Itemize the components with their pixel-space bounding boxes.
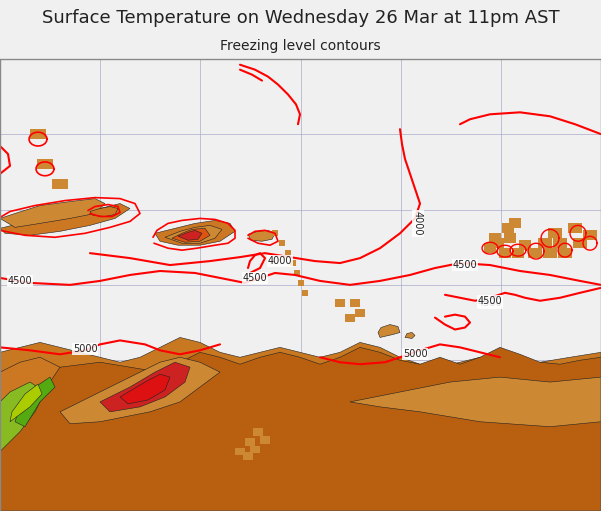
Polygon shape bbox=[489, 234, 501, 243]
Text: Surface Temperature on Wednesday 26 Mar at 11pm AST: Surface Temperature on Wednesday 26 Mar … bbox=[41, 9, 560, 27]
Polygon shape bbox=[378, 324, 400, 337]
Polygon shape bbox=[553, 238, 567, 248]
Polygon shape bbox=[499, 248, 511, 258]
Polygon shape bbox=[0, 382, 45, 452]
Polygon shape bbox=[350, 377, 601, 427]
Polygon shape bbox=[504, 234, 516, 243]
Polygon shape bbox=[245, 437, 255, 446]
Polygon shape bbox=[0, 199, 105, 227]
Polygon shape bbox=[492, 238, 504, 248]
Text: 4500: 4500 bbox=[8, 276, 32, 286]
Text: 4500: 4500 bbox=[243, 273, 267, 283]
Polygon shape bbox=[294, 270, 300, 276]
Polygon shape bbox=[279, 240, 285, 246]
Text: 4000: 4000 bbox=[268, 256, 292, 266]
Polygon shape bbox=[248, 230, 275, 241]
Polygon shape bbox=[290, 260, 296, 266]
Polygon shape bbox=[538, 238, 552, 248]
Polygon shape bbox=[548, 228, 562, 238]
Polygon shape bbox=[15, 377, 55, 427]
Polygon shape bbox=[335, 299, 345, 307]
Polygon shape bbox=[519, 240, 531, 250]
Text: 5000: 5000 bbox=[403, 350, 427, 359]
Polygon shape bbox=[172, 228, 210, 242]
Polygon shape bbox=[90, 206, 118, 217]
Polygon shape bbox=[509, 218, 521, 228]
Polygon shape bbox=[302, 290, 308, 296]
Polygon shape bbox=[573, 238, 587, 248]
Polygon shape bbox=[355, 309, 365, 317]
Polygon shape bbox=[60, 357, 220, 424]
Polygon shape bbox=[558, 248, 572, 258]
Polygon shape bbox=[30, 129, 46, 139]
Polygon shape bbox=[502, 223, 514, 234]
Polygon shape bbox=[350, 299, 360, 307]
Polygon shape bbox=[543, 248, 557, 258]
Polygon shape bbox=[528, 248, 542, 258]
Polygon shape bbox=[0, 203, 130, 235]
Polygon shape bbox=[52, 179, 68, 189]
Text: 4500: 4500 bbox=[478, 296, 502, 306]
Polygon shape bbox=[120, 374, 170, 404]
Polygon shape bbox=[583, 230, 597, 240]
Text: 4500: 4500 bbox=[453, 260, 477, 270]
Polygon shape bbox=[512, 248, 524, 258]
Polygon shape bbox=[0, 357, 60, 412]
Polygon shape bbox=[298, 280, 304, 286]
Polygon shape bbox=[0, 347, 601, 511]
Text: 4000: 4000 bbox=[413, 211, 423, 236]
Polygon shape bbox=[405, 333, 415, 338]
Polygon shape bbox=[10, 384, 42, 422]
Polygon shape bbox=[285, 250, 291, 256]
Polygon shape bbox=[345, 314, 355, 321]
Text: Freezing level contours: Freezing level contours bbox=[220, 39, 381, 53]
Polygon shape bbox=[253, 428, 263, 435]
Polygon shape bbox=[243, 452, 253, 460]
Polygon shape bbox=[178, 230, 202, 240]
Polygon shape bbox=[484, 243, 496, 253]
Polygon shape bbox=[250, 446, 260, 453]
Polygon shape bbox=[260, 435, 270, 444]
Polygon shape bbox=[37, 159, 53, 169]
Text: 4500: 4500 bbox=[478, 298, 502, 308]
Polygon shape bbox=[0, 337, 601, 511]
Text: 5000: 5000 bbox=[73, 344, 97, 354]
Polygon shape bbox=[272, 230, 278, 236]
Polygon shape bbox=[100, 362, 190, 412]
Polygon shape bbox=[235, 448, 245, 455]
Polygon shape bbox=[568, 223, 582, 234]
Polygon shape bbox=[155, 220, 235, 245]
Polygon shape bbox=[165, 225, 222, 243]
